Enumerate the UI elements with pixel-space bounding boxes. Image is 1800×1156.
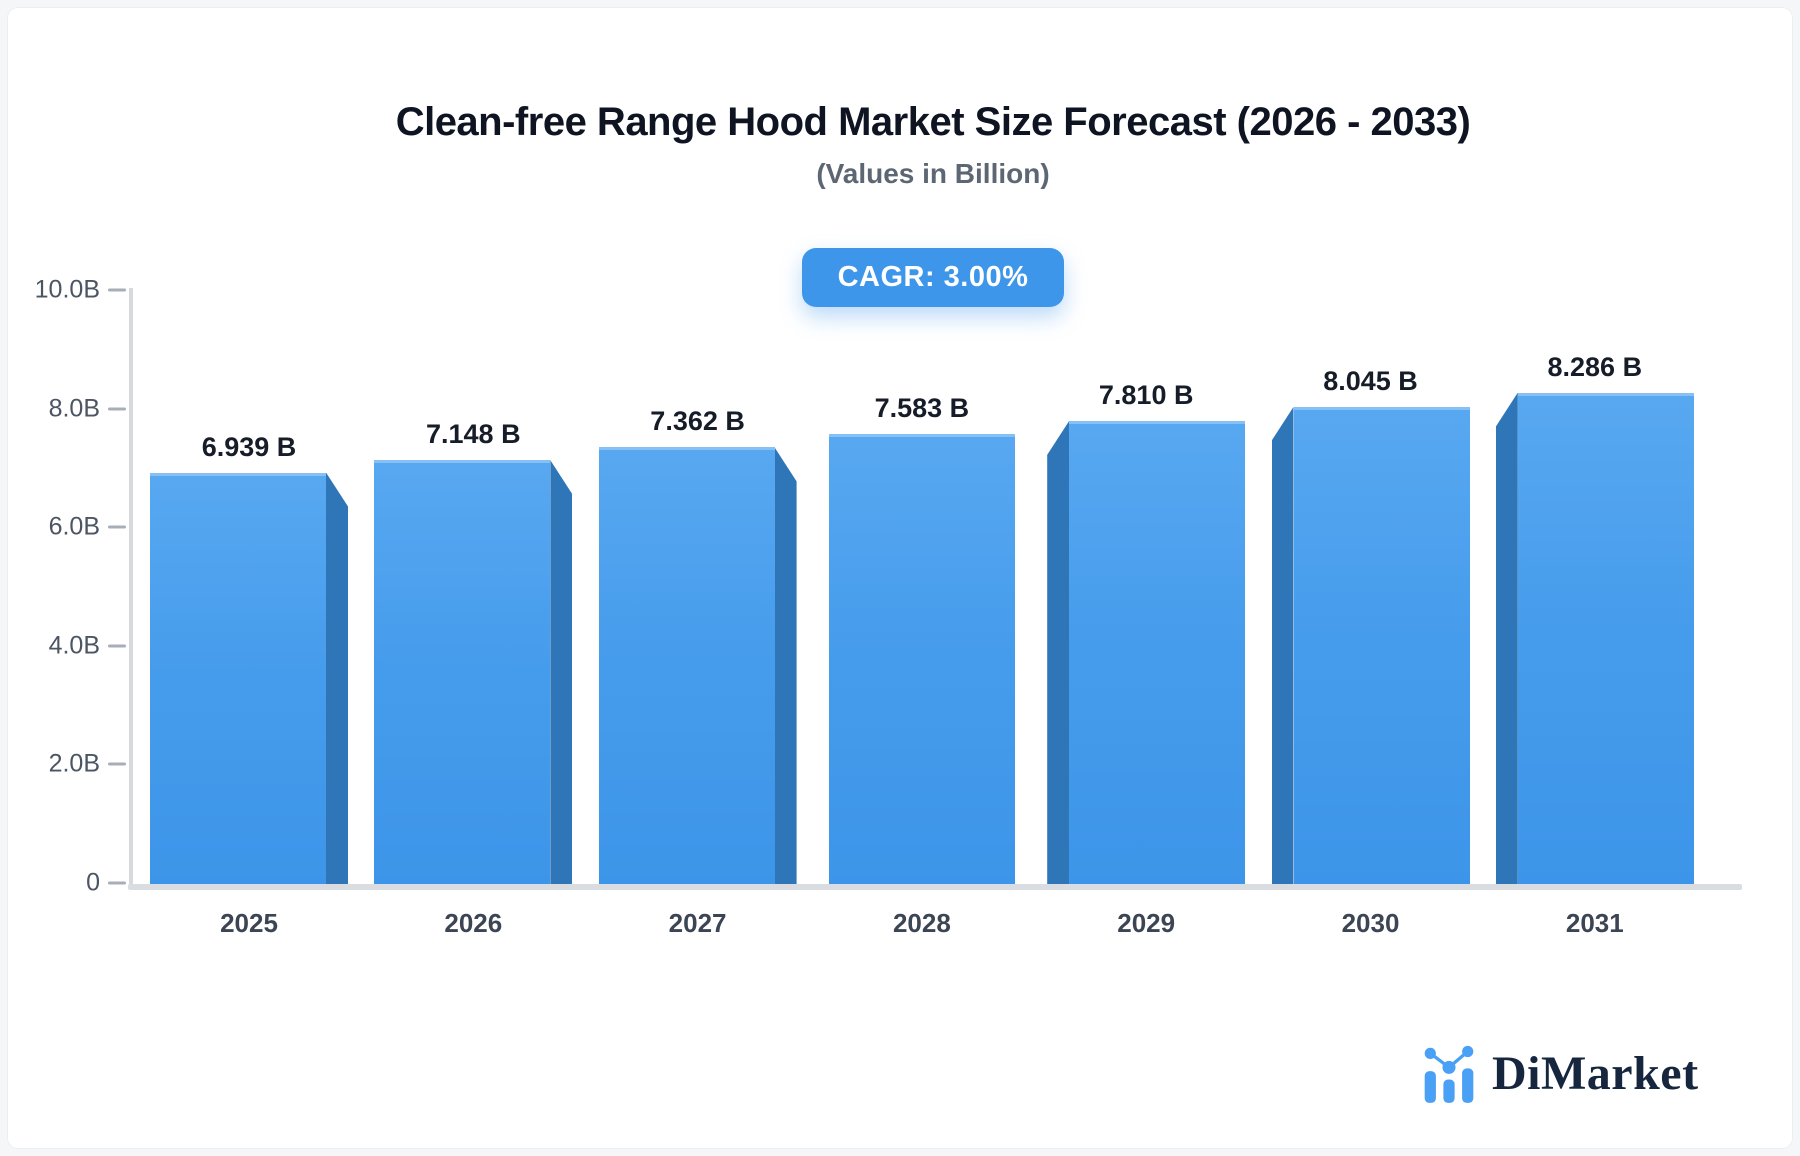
y-tick-dash xyxy=(108,644,126,648)
y-tick-label-0: 0 xyxy=(86,868,100,897)
bar-2030 xyxy=(1271,406,1470,884)
cagr-badge: CAGR: 3.00% xyxy=(801,248,1065,307)
bar-value-label-2026: 7.148 B xyxy=(426,419,521,450)
y-tick-label-6: 6.0B xyxy=(48,512,100,541)
bar-side-face xyxy=(550,460,573,884)
bar-face xyxy=(150,472,326,884)
bar-face xyxy=(1293,406,1470,884)
bar-value-label-2031: 8.286 B xyxy=(1547,351,1643,382)
x-tick-label-2031: 2031 xyxy=(1565,908,1624,938)
bar-face xyxy=(598,447,775,884)
y-tick-label-10: 10.0B xyxy=(34,275,100,304)
bar-2028 xyxy=(823,434,1021,884)
y-tick-dash xyxy=(108,881,126,885)
x-tick-label-2026: 2026 xyxy=(444,908,503,938)
x-tick-label-2025: 2025 xyxy=(220,908,278,938)
y-axis-line xyxy=(129,288,133,888)
cagr-badge-row: CAGR: 3.00% xyxy=(133,248,1733,307)
x-tick-label-2028: 2028 xyxy=(892,908,951,938)
bar-side-face xyxy=(774,447,797,884)
logo-text: DiMarket xyxy=(1492,1046,1699,1100)
bar-side-face xyxy=(1271,406,1294,884)
bar-face xyxy=(1069,420,1246,884)
bar-face xyxy=(1517,392,1694,884)
x-tick-label-2029: 2029 xyxy=(1117,908,1176,938)
x-tick-label-2030: 2030 xyxy=(1341,908,1400,938)
chart-title: Clean-free Range Hood Market Size Foreca… xyxy=(395,100,1471,144)
y-tick-label-8: 8.0B xyxy=(48,394,100,423)
bar-side-face xyxy=(1047,420,1070,884)
bar-2031 xyxy=(1495,392,1694,884)
bar-face xyxy=(828,434,1015,884)
bar-2025 xyxy=(150,472,348,884)
chart-subtitle: (Values in Billion) xyxy=(816,158,1050,189)
y-tick-dash xyxy=(108,288,126,292)
mini-bar-chart-icon xyxy=(1424,1045,1474,1103)
bar-side-face xyxy=(326,472,348,884)
dimarket-logo: DiMarket xyxy=(1420,1042,1699,1104)
bar-2027 xyxy=(598,447,797,884)
bar-value-label-2025: 6.939 B xyxy=(201,431,297,462)
y-tick-dash xyxy=(108,525,126,529)
bar-value-label-2029: 7.810 B xyxy=(1098,379,1194,410)
y-tick-dash xyxy=(108,407,126,411)
bar-2029 xyxy=(1047,420,1246,884)
y-tick-label-2: 2.0B xyxy=(48,749,100,778)
bar-face xyxy=(374,460,551,884)
bar-value-label-2028: 7.583 B xyxy=(874,393,970,424)
x-tick-label-2027: 2027 xyxy=(668,908,727,938)
bar-2026 xyxy=(374,460,573,884)
bar-side-face xyxy=(1495,392,1518,884)
x-axis-line xyxy=(128,884,1742,890)
bar-value-label-2030: 8.045 B xyxy=(1323,365,1418,396)
y-tick-dash xyxy=(108,762,126,766)
y-tick-label-4: 4.0B xyxy=(48,631,100,660)
bar-value-label-2027: 7.362 B xyxy=(650,406,745,437)
